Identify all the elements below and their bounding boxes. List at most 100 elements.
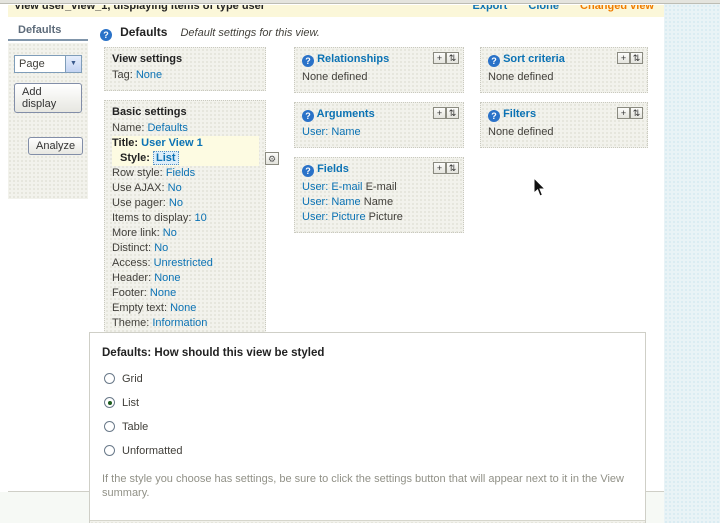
rearrange-icon[interactable]: ⇅ — [630, 107, 643, 119]
setting-row: Header: None — [112, 271, 259, 286]
analyze-button[interactable]: Analyze — [28, 137, 84, 155]
argument-link[interactable]: User: Name — [302, 126, 361, 138]
group-title-text[interactable]: Relationships — [317, 53, 390, 65]
field-item: User: Picture Picture — [302, 210, 457, 225]
setting-value-link[interactable]: None — [154, 272, 181, 284]
field-item: User: E-mail E-mail — [302, 180, 457, 195]
setting-value-link[interactable]: Information — [152, 317, 208, 329]
setting-label: Title: — [112, 137, 139, 149]
gear-icon[interactable]: ⚙ — [265, 152, 279, 165]
setting-label: Access: — [112, 257, 151, 269]
setting-value-link[interactable]: No — [154, 242, 169, 254]
view-title-bar: View user_view_1, displaying items of ty… — [8, 5, 664, 17]
field-link[interactable]: User: Picture — [302, 211, 366, 223]
display-tabs: Defaults — [8, 19, 88, 41]
setting-row-name: Name: Defaults — [112, 121, 259, 136]
setting-label: Tag: — [112, 69, 133, 81]
relationships-title[interactable]: ? Relationships — [302, 53, 457, 67]
export-link[interactable]: Export — [472, 5, 508, 12]
setting-row-title: Title: User View 1 — [112, 136, 259, 151]
add-icon[interactable]: + — [433, 162, 446, 174]
help-icon[interactable]: ? — [488, 110, 500, 122]
fields-group: ? Fields + ⇅ User: E-mail E-mail User: Na… — [294, 157, 464, 233]
clone-link[interactable]: Clone — [528, 5, 559, 12]
display-type-select[interactable]: Page ▼ — [14, 55, 82, 73]
radio-label[interactable]: Table — [122, 421, 149, 433]
empty-text: None defined — [488, 71, 554, 83]
group-buttons: + ⇅ — [433, 52, 459, 64]
setting-value-link[interactable]: User View 1 — [141, 137, 203, 149]
setting-value-link[interactable]: Fields — [165, 167, 196, 179]
radio-button[interactable] — [104, 421, 115, 432]
group-title-text[interactable]: Arguments — [316, 108, 375, 120]
setting-value-link[interactable]: 10 — [194, 212, 207, 224]
empty-text: None defined — [302, 71, 368, 83]
setting-row: More link: No — [112, 226, 259, 241]
summary-title: Defaults — [120, 25, 168, 39]
field-link[interactable]: User: Name — [302, 196, 361, 208]
group-title-text[interactable]: Sort criteria — [503, 53, 565, 65]
radio-button-selected[interactable] — [104, 397, 115, 408]
setting-value-link-active[interactable]: List — [153, 151, 179, 165]
views-edit-container: Defaults Page ▼ Add display Analyze ? De… — [8, 17, 664, 523]
display-controls-panel: Page ▼ Add display Analyze — [8, 43, 88, 199]
field-item: User: Name Name — [302, 195, 457, 210]
group-buttons: + ⇅ — [433, 107, 459, 119]
filters-title[interactable]: ? Filters — [488, 108, 641, 122]
view-settings-group: View settings Tag: None — [104, 47, 266, 91]
group-title-text[interactable]: Filters — [503, 108, 537, 120]
setting-value-link[interactable]: None — [135, 69, 163, 81]
setting-label: Row style: — [112, 167, 163, 179]
group-buttons: + ⇅ — [433, 162, 459, 174]
help-icon[interactable]: ? — [302, 55, 314, 67]
setting-label: Use AJAX: — [112, 182, 165, 194]
tab-defaults[interactable]: Defaults — [8, 19, 88, 41]
setting-value-link[interactable]: Unrestricted — [153, 257, 213, 269]
radio-option-grid[interactable]: Grid — [104, 373, 633, 386]
rearrange-icon[interactable]: ⇅ — [446, 52, 459, 64]
fields-title[interactable]: ? Fields — [302, 163, 457, 177]
summary-column-2: ? Relationships + ⇅ None defined ? Argume… — [294, 47, 464, 242]
setting-value-link[interactable]: No — [168, 197, 183, 209]
setting-value-link[interactable]: Defaults — [147, 122, 188, 134]
radio-label[interactable]: Unformatted — [122, 445, 183, 457]
help-icon[interactable]: ? — [302, 110, 314, 122]
field-label: Name — [363, 196, 394, 208]
add-icon[interactable]: + — [617, 52, 630, 64]
group-title-text[interactable]: Fields — [317, 163, 349, 175]
sort-criteria-title[interactable]: ? Sort criteria — [488, 53, 641, 67]
help-icon[interactable]: ? — [302, 165, 314, 177]
chevron-down-icon[interactable]: ▼ — [65, 56, 81, 72]
help-icon[interactable]: ? — [100, 29, 112, 41]
radio-label[interactable]: Grid — [122, 373, 143, 385]
add-display-button[interactable]: Add display — [14, 83, 82, 113]
rearrange-icon[interactable]: ⇅ — [630, 52, 643, 64]
add-icon[interactable]: + — [433, 107, 446, 119]
add-icon[interactable]: + — [617, 107, 630, 119]
radio-option-unformatted[interactable]: Unformatted — [104, 445, 633, 458]
radio-label[interactable]: List — [122, 397, 140, 409]
setting-row: Empty text: None — [112, 301, 259, 316]
setting-value-link[interactable]: No — [162, 227, 177, 239]
setting-row: Access: Unrestricted — [112, 256, 259, 271]
help-icon[interactable]: ? — [488, 55, 500, 67]
sort-criteria-group: ? Sort criteria + ⇅ None defined — [480, 47, 648, 93]
radio-option-list[interactable]: List — [104, 397, 633, 410]
field-link[interactable]: User: E-mail — [302, 181, 363, 193]
radio-button[interactable] — [104, 373, 115, 384]
setting-label: Header: — [112, 272, 152, 284]
view-settings-title: View settings — [112, 53, 183, 65]
empty-text: None defined — [488, 126, 554, 138]
add-icon[interactable]: + — [433, 52, 446, 64]
setting-value-link[interactable]: No — [167, 182, 182, 194]
rearrange-icon[interactable]: ⇅ — [446, 162, 459, 174]
changed-view-link[interactable]: Changed view — [580, 5, 654, 12]
rearrange-icon[interactable]: ⇅ — [446, 107, 459, 119]
setting-value-link[interactable]: None — [149, 287, 177, 299]
summary-column-1: View settings Tag: None Basic settings N… — [104, 47, 279, 348]
radio-option-table[interactable]: Table — [104, 421, 633, 434]
radio-button[interactable] — [104, 445, 115, 456]
argument-item: User: Name — [302, 125, 457, 140]
setting-value-link[interactable]: None — [170, 302, 197, 314]
arguments-title[interactable]: ? Arguments — [302, 108, 457, 122]
